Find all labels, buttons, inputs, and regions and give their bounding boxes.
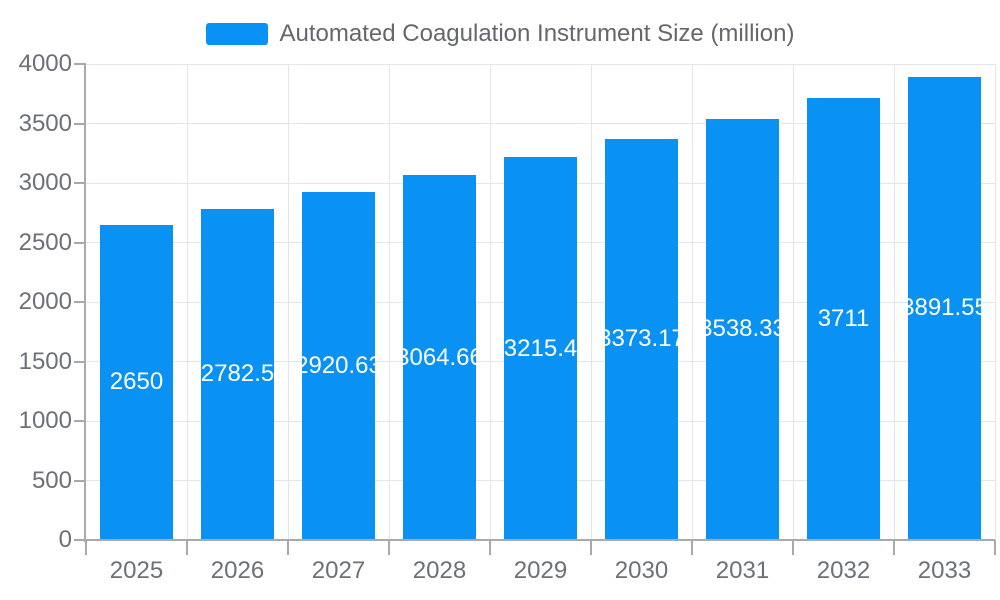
y-gridline [86,123,995,124]
bar-value-label: 3891.55 [908,294,981,322]
bar-value-label: 3711 [817,305,870,333]
x-axis-label-2028: 2028 [412,557,467,584]
y-axis-tick [74,182,86,184]
bar-2028[interactable]: 3064.66 [403,175,476,540]
y-axis-label: 3000 [18,169,72,196]
bar-value-label: 3215.4 [504,334,577,362]
x-axis-tick [287,540,289,555]
x-axis-label-2030: 2030 [614,557,669,584]
bar-value-label: 3373.17 [605,325,678,353]
bar-2029[interactable]: 3215.4 [504,157,577,540]
bar-value-label: 2650 [109,368,164,396]
bar-2032[interactable]: 3711 [807,98,880,540]
bar-2033[interactable]: 3891.55 [908,76,981,540]
x-axis-tick [792,540,794,555]
bar-value-label: 3538.33 [706,315,779,343]
x-axis-line [84,539,995,541]
bar-value-label: 3064.66 [403,343,476,371]
x-axis-label-2029: 2029 [513,557,568,584]
legend-swatch [205,23,268,45]
x-gridline [590,64,592,540]
legend-item[interactable]: Automated Coagulation Instrument Size (m… [0,20,1000,48]
y-axis-tick [74,122,86,125]
x-gridline [186,64,188,540]
x-axis-tick [893,540,895,555]
y-axis-label: 3500 [18,109,72,137]
x-axis-tick [186,540,188,555]
y-axis-tick [74,301,86,303]
x-axis-tick [590,540,592,555]
x-axis-tick [388,540,390,555]
y-axis-tick [74,539,86,541]
x-axis-label-2026: 2026 [210,557,265,584]
y-axis-tick [74,479,86,482]
y-axis-label: 2500 [18,228,72,256]
x-axis-tick [85,540,87,555]
y-axis-tick [74,241,86,244]
bar-2031[interactable]: 3538.33 [706,118,779,540]
x-axis-label-2031: 2031 [715,557,770,584]
x-axis-tick [691,540,693,555]
y-axis-label: 500 [31,466,72,494]
y-axis-tick [74,360,86,363]
y-axis-tick [74,420,86,422]
bar-2026[interactable]: 2782.5 [201,208,274,540]
x-axis-label-2032: 2032 [816,557,871,584]
y-axis-label: 1000 [18,407,72,434]
x-axis-label-2027: 2027 [311,557,366,584]
x-gridline [792,64,794,540]
x-gridline [287,64,289,540]
y-axis-line [84,64,86,542]
y-axis-label: 4000 [18,50,72,77]
y-axis-label: 1500 [18,347,72,375]
x-gridline [893,64,895,540]
y-axis-label: 2000 [18,288,72,315]
x-gridline [388,64,390,540]
bar-2030[interactable]: 3373.17 [605,138,678,540]
x-axis-tick [489,540,491,555]
bar-value-label: 2782.5 [201,360,274,388]
x-gridline [691,64,693,540]
y-gridline [86,63,995,65]
bar-2025[interactable]: 2650 [100,224,173,540]
x-gridline [489,64,491,540]
y-axis-label: 0 [58,526,72,553]
x-axis-tick [994,540,996,555]
x-gridline [994,64,996,540]
x-axis-label-2033: 2033 [917,557,972,584]
y-axis-tick [74,63,86,65]
legend-label: Automated Coagulation Instrument Size (m… [279,20,795,47]
x-axis-label-2025: 2025 [109,557,164,584]
